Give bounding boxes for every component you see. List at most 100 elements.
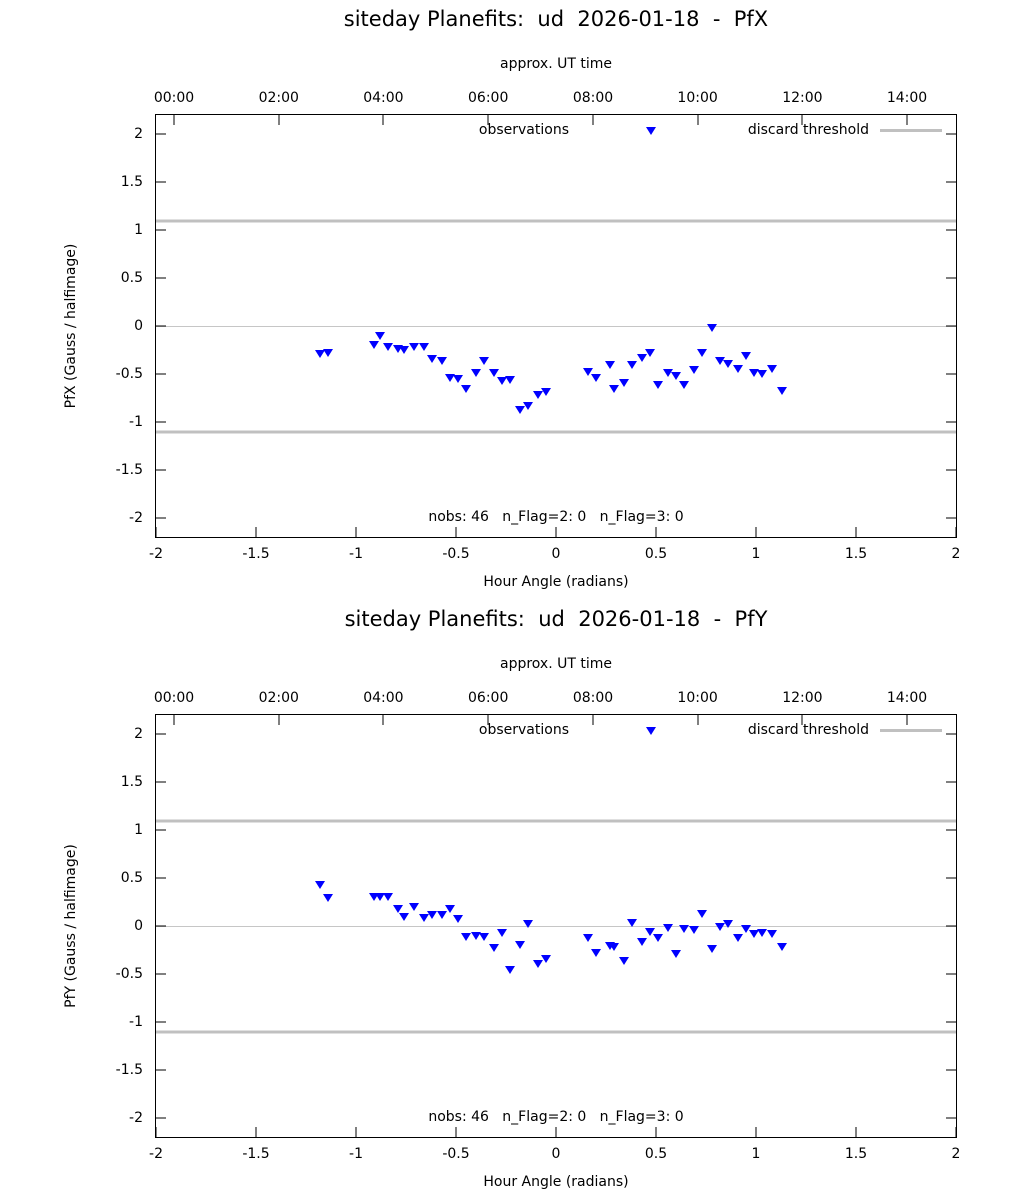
observation-marker [591,948,601,957]
observation-marker [533,391,543,400]
y-tick-mirror [946,325,956,327]
y-tick [156,781,166,783]
y-tick-label: 2 [134,126,143,143]
observation-marker [409,902,419,911]
observation-marker [757,369,767,378]
y-tick [156,373,166,375]
y-tick-label: 0.5 [120,870,143,887]
observation-marker [523,920,533,929]
x-tick [455,1127,457,1137]
observation-marker [707,945,717,954]
y-tick [156,1021,166,1023]
y-tick-label: -1 [129,1013,143,1030]
observation-marker [453,374,463,383]
ut-time-tick [906,115,908,125]
observation-marker [663,923,673,932]
observation-marker [583,368,593,377]
ut-time-tick [382,115,384,125]
x-tick [255,527,257,537]
observation-marker [757,928,767,937]
observation-marker [689,366,699,375]
triangle-down-marker-icon [646,127,656,135]
ut-time-tick [592,715,594,725]
y-tick-mirror [946,229,956,231]
observation-marker [427,354,437,363]
observation-marker [399,345,409,354]
ut-time-tick [173,115,175,125]
y-tick-mirror [946,517,956,519]
observation-marker [471,931,481,940]
x-tick-label: 0 [551,546,561,562]
x-tick [955,527,957,537]
y-tick [156,133,166,135]
ut-time-tick-label: 06:00 [468,690,509,706]
x-tick-label: 1 [751,546,761,562]
observation-marker [461,932,471,941]
y-tick-label: 0 [134,318,143,334]
x-tick [655,1127,657,1137]
y-tick-mirror [946,181,956,183]
observation-marker [707,323,717,332]
ut-time-tick-label: 14:00 [886,690,928,706]
observation-marker [533,960,543,969]
x-tick [555,1127,557,1137]
discard-threshold-line [156,819,956,822]
y-tick-label: -2 [129,1109,143,1126]
observation-marker [627,919,637,928]
y-tick [156,733,166,735]
observation-marker [489,944,499,953]
observation-marker [679,380,689,389]
observation-marker [489,368,499,377]
observation-marker [689,925,699,934]
legend: observations discard threshold [156,119,956,141]
observation-marker [375,331,385,340]
y-tick-label: 0 [134,918,143,934]
x-axis-label: Hour Angle (radians) [483,574,629,590]
y-tick-mirror [946,133,956,135]
ut-time-tick-label: 00:00 [153,690,195,706]
x-axis-label: Hour Angle (radians) [483,1174,629,1190]
y-tick [156,877,166,879]
x-tick-label: -1.5 [242,1146,270,1162]
x-tick [155,1127,157,1137]
y-tick [156,973,166,975]
observation-marker [323,348,333,357]
ut-time-tick [906,715,908,725]
discard-threshold-line [156,430,956,433]
observation-marker [609,385,619,394]
observation-marker [497,376,507,385]
threshold-line-icon [880,729,942,732]
ut-time-tick [278,115,280,125]
observation-marker [523,401,533,410]
ut-time-tick [697,715,699,725]
y-tick-mirror [946,781,956,783]
y-tick-label: 0.5 [120,270,143,287]
legend: observations discard threshold [156,719,956,741]
page-title: siteday Planefits: ud 2026-01-18 - PfY [344,607,768,631]
x-tick [955,1127,957,1137]
pfx-chart-panel: siteday Planefits: ud 2026-01-18 - PfX a… [63,7,960,590]
ut-time-tick [801,115,803,125]
observation-marker [605,361,615,370]
y-tick-mirror [946,1069,956,1071]
observation-marker [697,348,707,357]
observation-marker [419,914,429,923]
y-tick-label: -1.5 [115,1061,143,1078]
y-tick [156,1069,166,1071]
observation-marker [723,360,733,369]
observation-marker [445,904,455,913]
observation-marker [541,388,551,397]
observation-marker [637,938,647,947]
y-tick-mirror [946,421,956,423]
observation-marker [369,341,379,350]
discard-threshold-line [156,1030,956,1033]
x-tick-label: -1 [349,546,363,562]
observation-marker [619,378,629,387]
ut-time-tick [173,715,175,725]
observation-marker [583,934,593,943]
observation-marker [453,915,463,924]
observation-marker [541,954,551,963]
x-tick-label: -0.5 [442,546,470,562]
y-tick-mirror [946,1021,956,1023]
